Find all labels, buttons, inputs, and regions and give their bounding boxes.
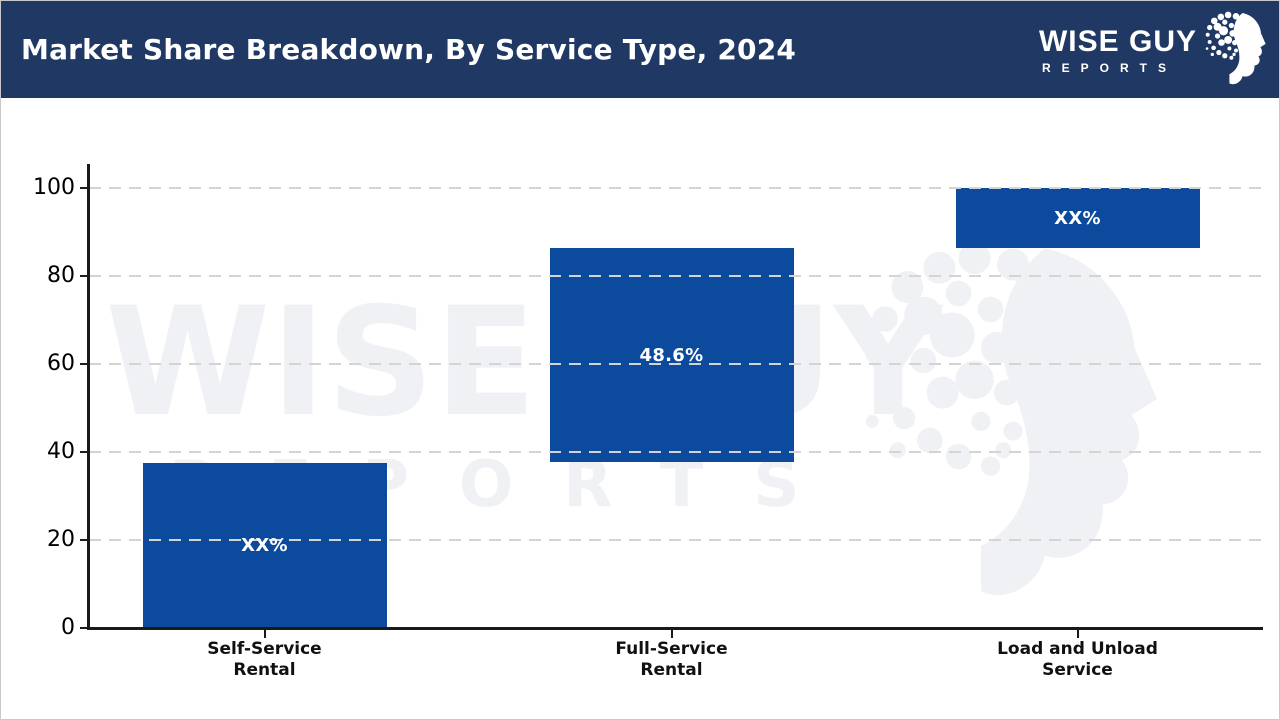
x-tick-0 bbox=[263, 629, 266, 638]
page-title: Market Share Breakdown, By Service Type,… bbox=[21, 33, 797, 66]
y-tick-0 bbox=[80, 627, 88, 629]
x-category-label: Load and Unload Service bbox=[997, 639, 1158, 680]
x-category-label: Full-Service Rental bbox=[615, 639, 728, 680]
bar-segment bbox=[549, 248, 794, 463]
logo-subtitle: REPORTS bbox=[1041, 60, 1177, 75]
brand-logo: WISE GUY REPORTS bbox=[1039, 10, 1269, 90]
bar-segment bbox=[142, 463, 387, 628]
gridline-y-100 bbox=[89, 187, 1263, 189]
x-category-label: Self-Service Rental bbox=[207, 639, 322, 680]
y-tick-label-0: 0 bbox=[61, 615, 75, 640]
x-tick-1 bbox=[670, 629, 673, 638]
y-tick-80 bbox=[80, 275, 88, 277]
y-tick-20 bbox=[80, 539, 88, 541]
x-axis-line bbox=[87, 627, 1263, 630]
y-tick-label-80: 80 bbox=[47, 263, 75, 288]
gridline-y-60 bbox=[89, 363, 1263, 365]
y-tick-60 bbox=[80, 363, 88, 365]
y-tick-label-100: 100 bbox=[33, 175, 75, 200]
logo-name: WISE GUY bbox=[1038, 24, 1197, 58]
gridline-y-40 bbox=[89, 451, 1263, 453]
logo-head-icon bbox=[1203, 11, 1269, 90]
y-tick-100 bbox=[80, 187, 88, 189]
y-tick-label-60: 60 bbox=[47, 351, 75, 376]
header: Market Share Breakdown, By Service Type,… bbox=[1, 1, 1279, 98]
y-axis-line bbox=[87, 164, 90, 630]
logo-wordmark: WISE GUY REPORTS bbox=[1038, 24, 1197, 75]
bar-value-label: XX% bbox=[241, 535, 288, 556]
bar-segment bbox=[955, 188, 1200, 249]
x-tick-2 bbox=[1076, 629, 1079, 638]
gridline-y-80 bbox=[89, 275, 1263, 277]
y-tick-label-40: 40 bbox=[47, 439, 75, 464]
gridline-y-20 bbox=[89, 539, 1263, 541]
y-tick-40 bbox=[80, 451, 88, 453]
y-tick-label-20: 20 bbox=[47, 527, 75, 552]
bar-value-label: 48.6% bbox=[639, 344, 704, 366]
bar-value-label: XX% bbox=[1054, 207, 1101, 229]
